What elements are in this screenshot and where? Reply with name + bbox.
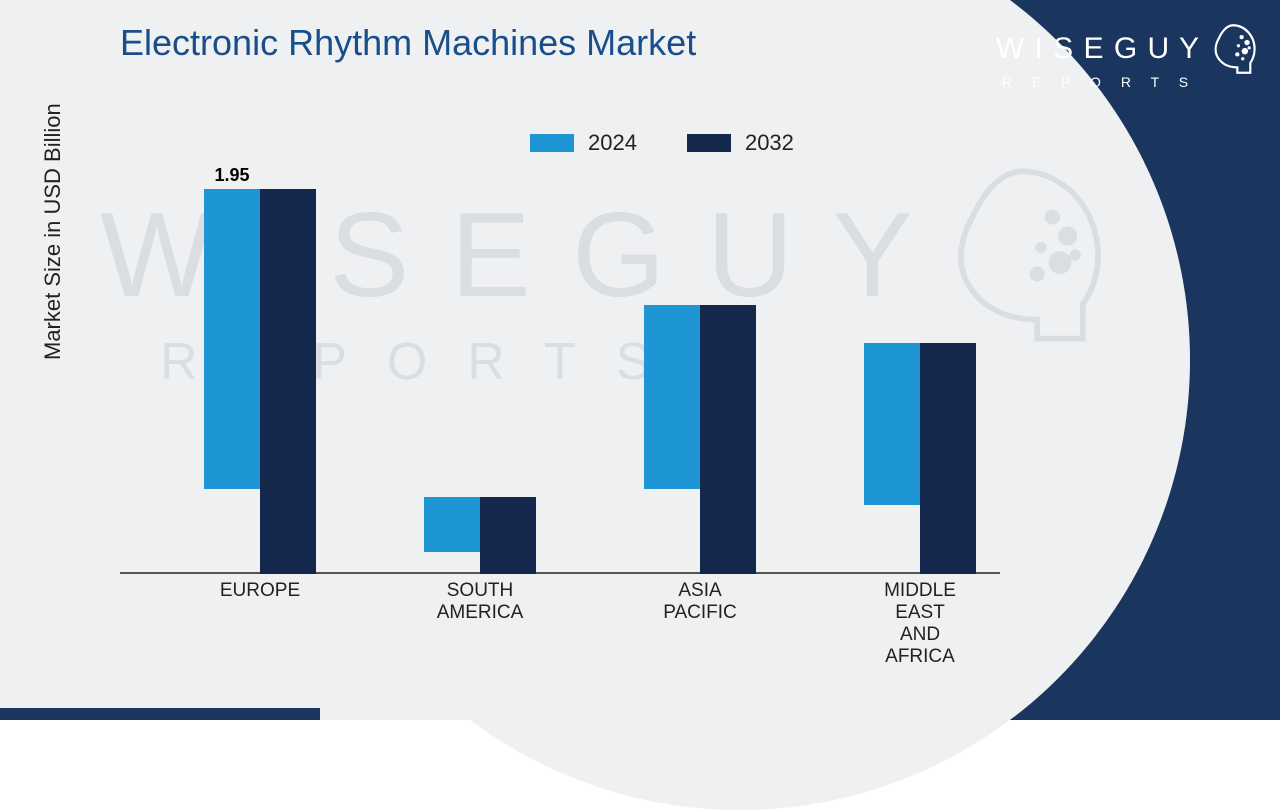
chart-canvas: W I S E G U Y REPORTS W I S E G U Y xyxy=(0,0,1280,720)
bottom-accent-strip xyxy=(0,708,320,720)
category-label: SOUTHAMERICA xyxy=(400,580,560,624)
bar xyxy=(204,189,260,489)
category-label: MIDDLEEASTANDAFRICA xyxy=(840,580,1000,667)
bar-group: MIDDLEEASTANDAFRICA xyxy=(840,343,1000,574)
brand-logo: W I S E G U Y R E P O R T S xyxy=(996,22,1260,90)
brand-head-icon xyxy=(1206,22,1260,76)
bar xyxy=(480,497,536,574)
legend-label-2024: 2024 xyxy=(588,130,637,156)
brand-text-line2: R E P O R T S xyxy=(996,74,1260,90)
bar-group: SOUTHAMERICA xyxy=(400,497,560,574)
y-axis-label: Market Size in USD Billion xyxy=(40,103,66,360)
bar-value-label: 1.95 xyxy=(214,165,249,186)
bar xyxy=(424,497,480,552)
bar xyxy=(920,343,976,574)
bar xyxy=(700,305,756,574)
legend-swatch-2032 xyxy=(687,134,731,152)
bar xyxy=(260,189,316,574)
legend: 2024 2032 xyxy=(530,130,794,156)
plot-area: 1.95EUROPE SOUTHAMERICA ASIAPACIFIC MIDDLEE… xyxy=(120,174,1000,574)
legend-item-2024: 2024 xyxy=(530,130,637,156)
legend-swatch-2024 xyxy=(530,134,574,152)
chart-area: Market Size in USD Billion 2024 2032 1.9… xyxy=(60,130,1000,650)
legend-item-2032: 2032 xyxy=(687,130,794,156)
bar xyxy=(644,305,700,490)
chart-title: Electronic Rhythm Machines Market xyxy=(120,22,696,64)
legend-label-2032: 2032 xyxy=(745,130,794,156)
bar-group: ASIAPACIFIC xyxy=(620,305,780,574)
category-label: ASIAPACIFIC xyxy=(620,580,780,624)
category-label: EUROPE xyxy=(180,580,340,602)
bar xyxy=(864,343,920,505)
brand-text-line1: W I S E G U Y xyxy=(996,32,1200,66)
bar-group: 1.95EUROPE xyxy=(180,189,340,574)
